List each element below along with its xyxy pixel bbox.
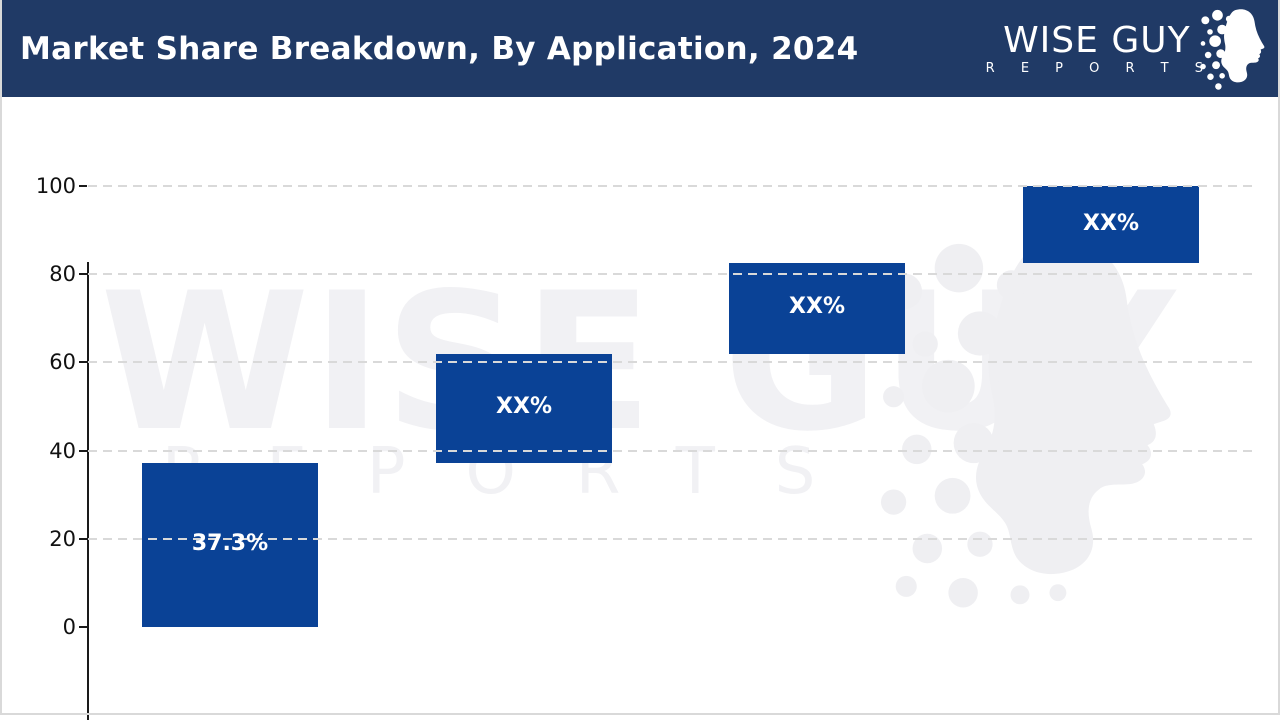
y-tick-label-40: 40 (49, 438, 76, 463)
header-bar: Market Share Breakdown, By Application, … (0, 0, 1280, 97)
page-title: Market Share Breakdown, By Application, … (20, 30, 859, 67)
y-axis-line (87, 262, 89, 720)
gridline-80 (88, 273, 1256, 276)
logo-text: WISE GUY R E P O R T S (980, 22, 1214, 76)
wise-guy-logo: WISE GUY R E P O R T S (980, 6, 1266, 92)
y-tick-label-0: 0 (62, 615, 76, 639)
gridline-20 (88, 537, 1256, 540)
bar-value-label: XX% (1083, 210, 1139, 236)
bar-value-label: XX% (789, 294, 845, 320)
gridline-40 (88, 449, 1256, 452)
y-tick-20 (79, 537, 87, 540)
y-tick-label-80: 80 (49, 262, 76, 287)
y-tick-label-60: 60 (49, 350, 76, 375)
bar-segment (436, 353, 612, 463)
y-tick-label-100: 100 (35, 174, 76, 198)
watermark-head-icon (880, 240, 1171, 608)
logo-head-icon (1200, 9, 1265, 90)
logo-reports-text: R E P O R T S (985, 60, 1214, 76)
y-tick-0 (79, 626, 87, 628)
gridline-60 (88, 361, 1256, 364)
bar-value-label: 37.3% (191, 530, 269, 556)
y-tick-40 (79, 449, 87, 452)
y-tick-100 (79, 185, 87, 187)
bar-value-label: XX% (496, 394, 552, 420)
logo-wordmark: WISE GUY (1003, 20, 1191, 62)
y-tick-80 (79, 273, 87, 276)
bar-segment (142, 462, 318, 627)
y-tick-60 (79, 361, 87, 364)
gridline-100 (88, 185, 1256, 187)
bar-segment (729, 263, 905, 354)
bar-segment (1023, 186, 1199, 264)
y-tick-label-20: 20 (49, 526, 76, 551)
